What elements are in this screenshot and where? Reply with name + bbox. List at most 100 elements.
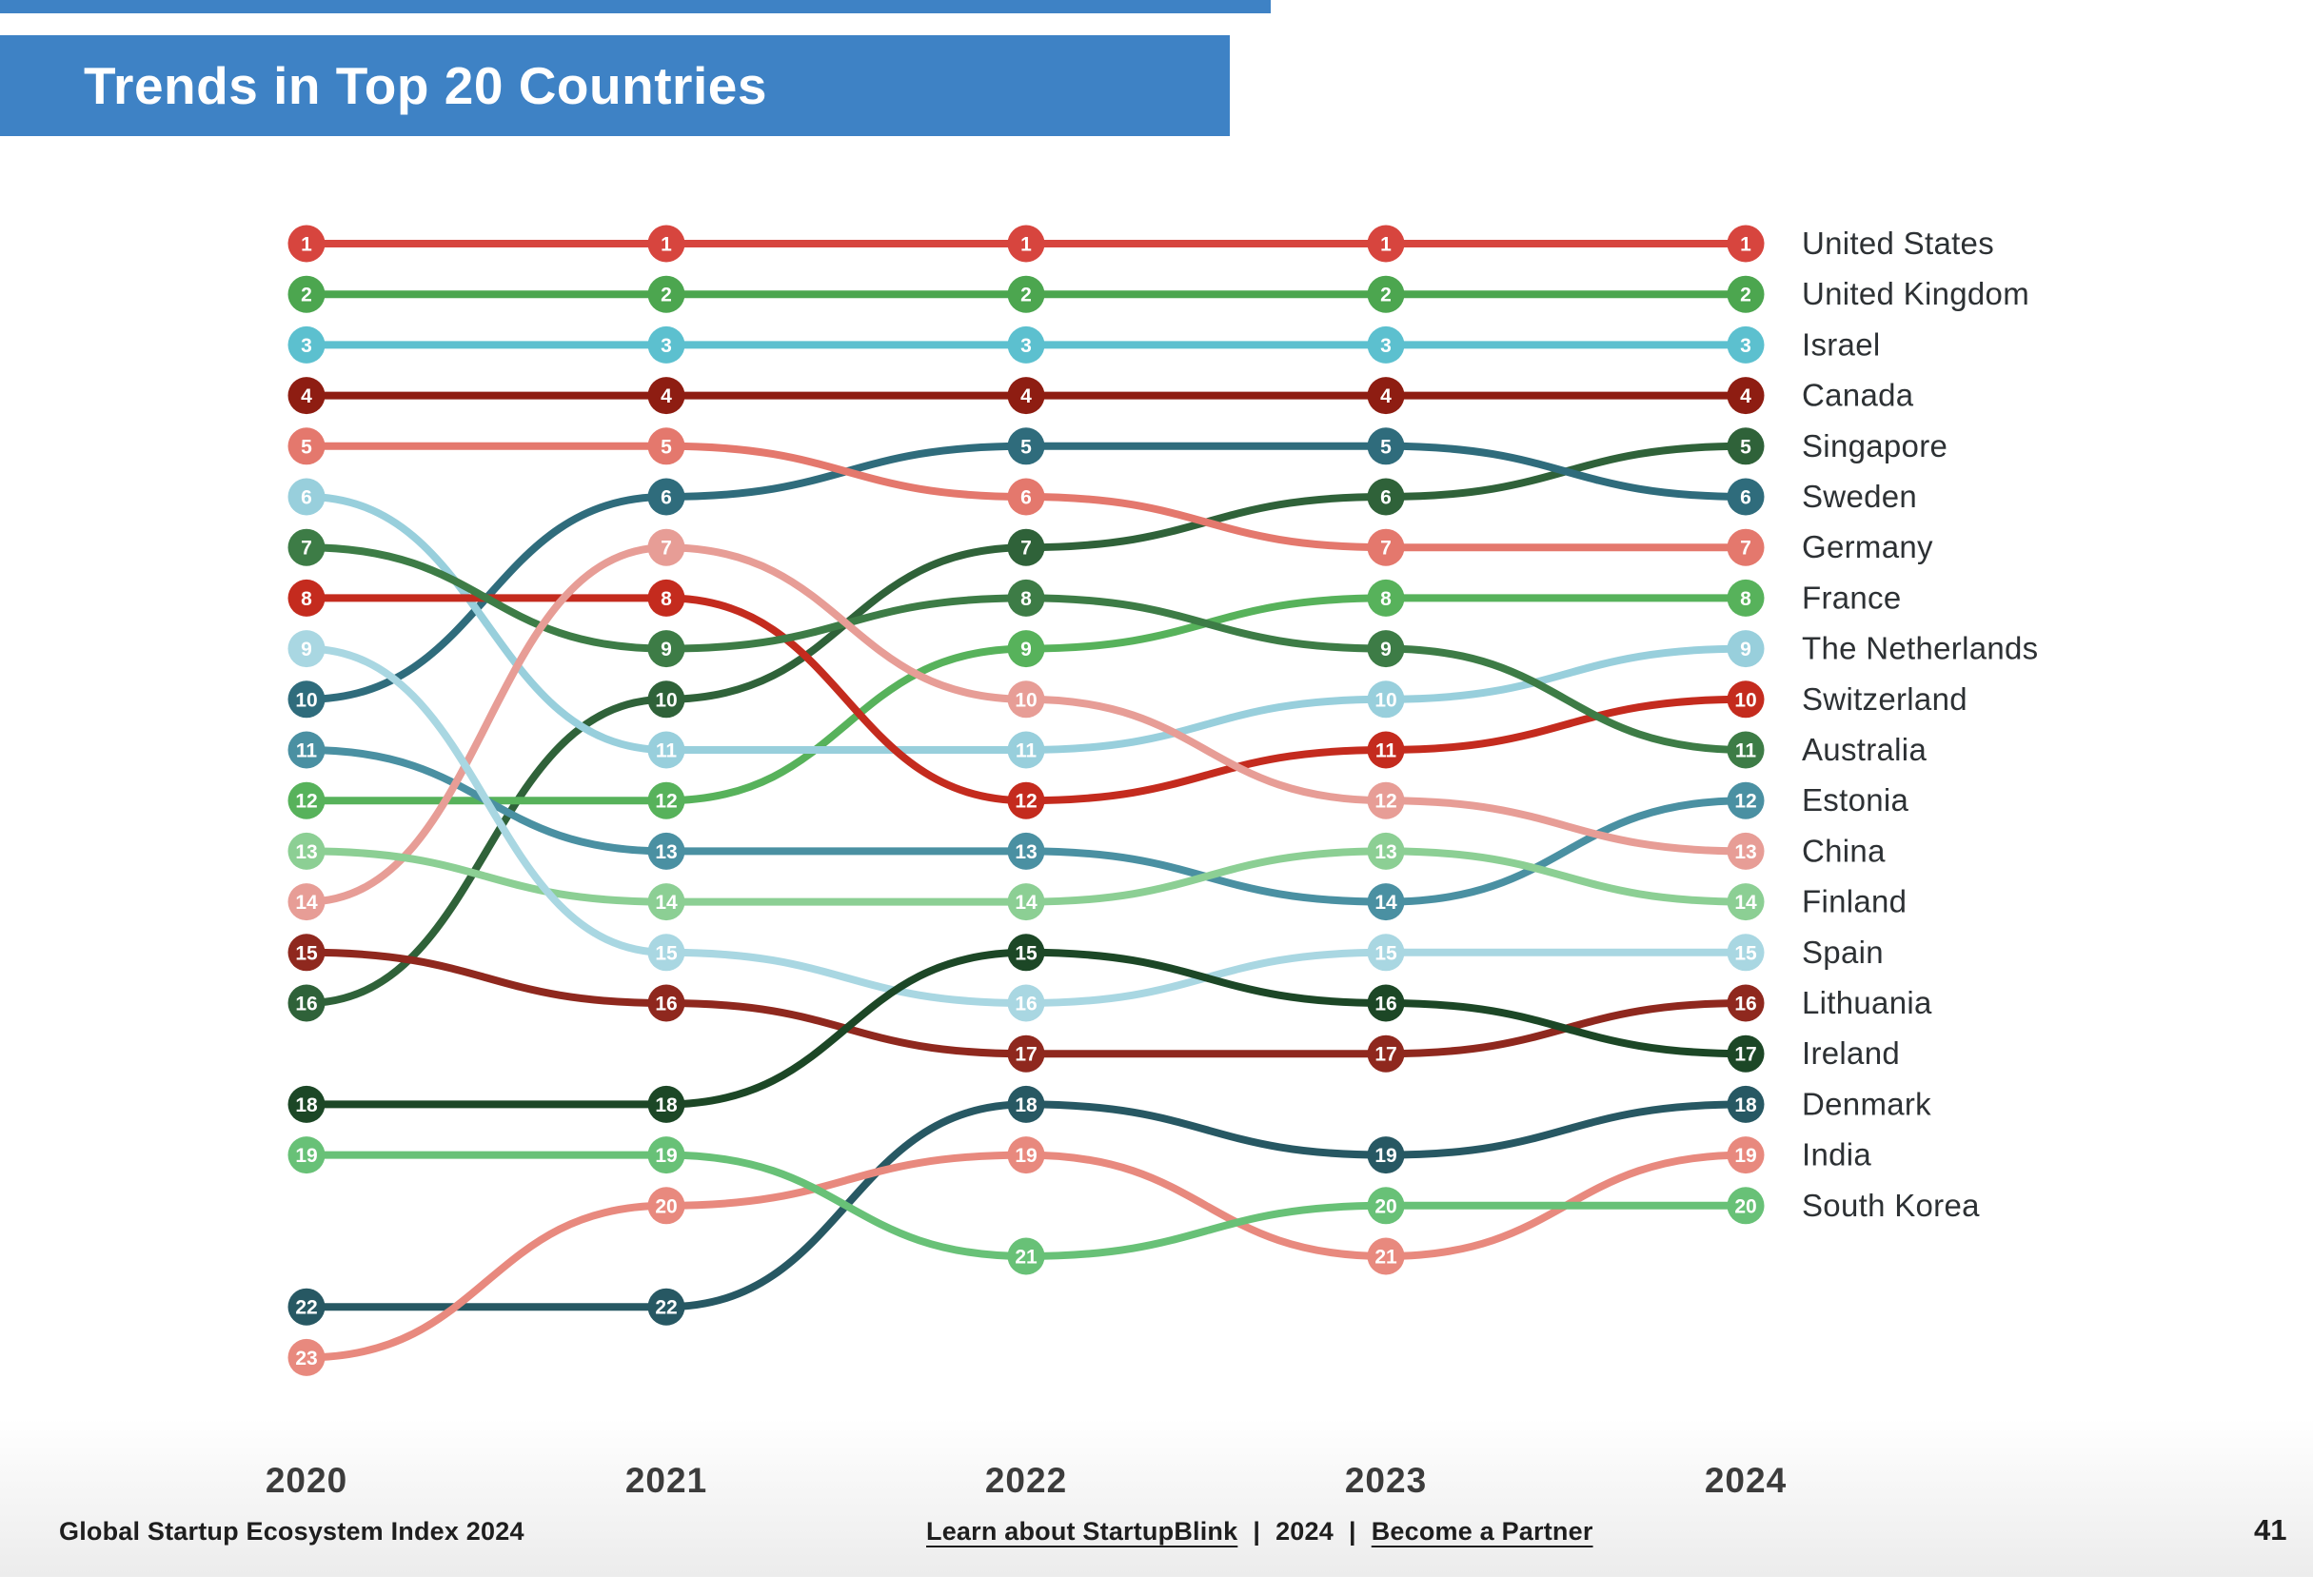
rank-node-number: 19 <box>1374 1145 1396 1167</box>
country-label-india: India <box>1802 1137 1871 1172</box>
rank-node-circle <box>1007 325 1045 364</box>
rank-node-sweden-2024: 6 <box>1727 478 1765 516</box>
rank-node-switzerland-2024: 10 <box>1727 680 1765 719</box>
rank-node-number: 10 <box>1734 689 1756 711</box>
series-line-sweden <box>303 442 1750 703</box>
rank-node-circle <box>1007 781 1045 819</box>
rank-node-number: 17 <box>1374 1044 1396 1066</box>
rank-node-united-kingdom-2022: 2 <box>1007 275 1045 313</box>
rank-node-circle <box>287 225 326 263</box>
rank-node-finland-2020: 13 <box>287 832 326 870</box>
rank-node-number: 11 <box>1735 740 1757 762</box>
rank-node-circle <box>287 1338 326 1376</box>
rank-node-circle <box>1007 832 1045 870</box>
rank-node-australia-2020: 7 <box>287 528 326 566</box>
rank-node-lithuania-2023: 17 <box>1367 1034 1405 1073</box>
rank-node-number: 14 <box>295 892 318 914</box>
rank-node-circle <box>647 478 685 516</box>
learn-about-startupblink-link[interactable]: Learn about StartupBlink <box>926 1517 1238 1546</box>
rank-node-circle <box>647 528 685 566</box>
rank-node-ireland-2023: 16 <box>1367 984 1405 1022</box>
rank-node-lithuania-2021: 16 <box>647 984 685 1022</box>
rank-node-number: 9 <box>661 639 672 660</box>
rank-node-circle <box>1727 984 1765 1022</box>
rank-node-israel-2021: 3 <box>647 325 685 364</box>
rank-node-denmark-2023: 19 <box>1367 1136 1405 1174</box>
rank-node-the-netherlands-2022: 11 <box>1007 731 1045 769</box>
rank-node-spain-2022: 16 <box>1007 984 1045 1022</box>
rank-node-circle <box>647 630 685 668</box>
footer-links: Learn about StartupBlink | 2024 | Become… <box>926 1517 1593 1547</box>
rank-node-singapore-2023: 6 <box>1367 478 1405 516</box>
rank-node-number: 10 <box>655 689 677 711</box>
rank-node-circle <box>1727 528 1765 566</box>
rank-node-circle <box>287 883 326 921</box>
rank-node-number: 4 <box>301 385 312 407</box>
rank-node-circle <box>287 1288 326 1326</box>
rank-node-number: 15 <box>655 942 678 964</box>
rank-node-number: 14 <box>655 892 678 914</box>
rank-node-france-2020: 12 <box>287 781 326 819</box>
rank-node-germany-2024: 7 <box>1727 528 1765 566</box>
year-label-2020: 2020 <box>266 1461 347 1500</box>
rank-node-circle <box>1727 680 1765 719</box>
rank-node-number: 6 <box>1020 487 1032 509</box>
rank-node-circle <box>1007 731 1045 769</box>
rank-node-number: 13 <box>295 841 317 863</box>
rank-node-circle <box>647 579 685 617</box>
country-label-estonia: Estonia <box>1802 782 1909 818</box>
rank-node-number: 14 <box>1734 892 1757 914</box>
rank-node-number: 7 <box>1020 538 1032 560</box>
rank-node-number: 5 <box>1380 436 1392 458</box>
footer-background-fade <box>0 1418 2313 1577</box>
rank-node-number: 18 <box>1734 1094 1757 1116</box>
rank-node-circle <box>1367 1136 1405 1174</box>
rank-node-the-netherlands-2021: 11 <box>647 731 685 769</box>
rank-node-circle <box>1007 427 1045 465</box>
country-label-australia: Australia <box>1802 732 1927 767</box>
rank-node-china-2020: 14 <box>287 883 326 921</box>
rank-node-canada-2024: 4 <box>1727 377 1765 415</box>
rank-node-circle <box>1727 731 1765 769</box>
rank-node-number: 5 <box>1740 436 1751 458</box>
rank-node-switzerland-2022: 12 <box>1007 781 1045 819</box>
rank-node-circle <box>647 1288 685 1326</box>
rank-node-number: 16 <box>655 994 677 1015</box>
rank-node-number: 21 <box>1015 1247 1038 1269</box>
rank-node-number: 4 <box>1380 385 1392 407</box>
country-label-singapore: Singapore <box>1802 428 1947 463</box>
rank-node-number: 15 <box>1734 942 1757 964</box>
rank-node-ireland-2020: 18 <box>287 1085 326 1123</box>
become-a-partner-link[interactable]: Become a Partner <box>1371 1517 1593 1546</box>
rank-node-finland-2021: 14 <box>647 883 685 921</box>
rank-node-circle <box>1367 478 1405 516</box>
rank-node-circle <box>1007 377 1045 415</box>
rank-node-estonia-2021: 13 <box>647 832 685 870</box>
title-bar: Trends in Top 20 Countries <box>0 35 1230 136</box>
rank-node-circle <box>647 1085 685 1123</box>
rank-node-circle <box>647 680 685 719</box>
series-line-estonia <box>303 746 1750 906</box>
rank-node-number: 16 <box>1374 994 1396 1015</box>
series-line-china <box>303 543 1750 906</box>
rank-node-united-states-2021: 1 <box>647 225 685 263</box>
rank-node-circle <box>1007 680 1045 719</box>
rank-node-circle <box>1007 630 1045 668</box>
rank-node-finland-2023: 13 <box>1367 832 1405 870</box>
rank-node-circle <box>1367 1237 1405 1275</box>
rank-node-israel-2024: 3 <box>1727 325 1765 364</box>
rank-node-number: 13 <box>655 841 677 863</box>
rank-node-circle <box>1367 275 1405 313</box>
rank-node-circle <box>647 225 685 263</box>
rank-node-germany-2022: 6 <box>1007 478 1045 516</box>
rank-node-canada-2021: 4 <box>647 377 685 415</box>
rank-node-denmark-2020: 22 <box>287 1288 326 1326</box>
rank-node-circle <box>1727 377 1765 415</box>
year-label-2021: 2021 <box>625 1461 707 1500</box>
rank-node-india-2021: 20 <box>647 1187 685 1225</box>
rank-node-number: 6 <box>661 487 672 509</box>
rank-node-number: 5 <box>661 436 672 458</box>
rank-node-circle <box>1367 781 1405 819</box>
rank-node-circle <box>1007 984 1045 1022</box>
rank-node-sweden-2022: 5 <box>1007 427 1045 465</box>
